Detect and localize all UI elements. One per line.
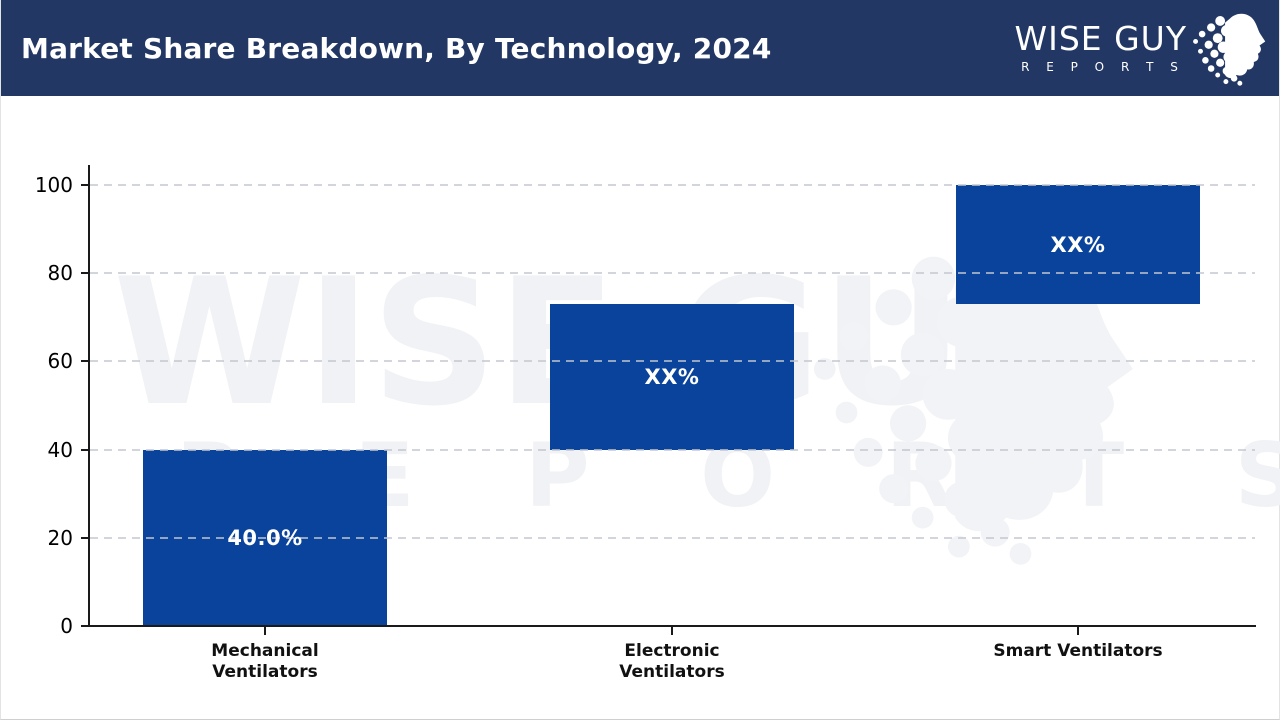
y-tick-label-100: 100 — [34, 173, 73, 197]
y-tick-label-20: 20 — [47, 525, 73, 550]
x-tick-mechanical-ventilators — [264, 627, 266, 635]
x-axis-label-smart-ventilators: Smart Ventilators — [928, 641, 1228, 662]
header-banner: Market Share Breakdown, By Technology, 2… — [1, 0, 1279, 96]
x-axis-label-mechanical-ventilators: Mechanical Ventilators — [115, 641, 415, 683]
y-tick-label-0: 0 — [60, 614, 73, 638]
x-axis-label-line: Ventilators — [212, 662, 318, 682]
bar-value-label-mechanical-ventilators: 40.0% — [227, 525, 303, 550]
gridline-60 — [90, 360, 1255, 363]
chart-title: Market Share Breakdown, By Technology, 2… — [21, 31, 772, 65]
bar-value-label-smart-ventilators: XX% — [1050, 232, 1106, 257]
logo-subtext: R E P O R T S — [1021, 60, 1185, 74]
y-tick-label-80: 80 — [47, 261, 73, 286]
x-axis-line — [88, 625, 1256, 627]
y-tick-20 — [81, 536, 89, 539]
x-axis-label-line: Mechanical — [211, 641, 319, 661]
y-axis-line — [88, 165, 90, 627]
y-tick-80 — [81, 272, 89, 275]
logo-face-icon — [1193, 13, 1266, 86]
gridline-80 — [90, 272, 1255, 275]
bar-value-label-electronic-ventilators: XX% — [644, 364, 700, 389]
y-tick-100 — [81, 184, 89, 186]
y-tick-label-40: 40 — [47, 437, 73, 462]
y-tick-0 — [81, 625, 89, 627]
bar-electronic-ventilators — [550, 304, 794, 450]
y-tick-label-60: 60 — [47, 349, 73, 374]
x-tick-electronic-ventilators — [671, 627, 673, 635]
y-tick-60 — [81, 360, 89, 363]
gridline-20 — [90, 536, 1255, 539]
wise-guy-logo: WISE GUY R E P O R T S — [1014, 6, 1271, 90]
x-axis-label-line: Electronic — [624, 641, 720, 661]
y-tick-40 — [81, 448, 89, 451]
gridline-40 — [90, 448, 1255, 451]
gridline-100 — [90, 184, 1255, 186]
x-tick-smart-ventilators — [1077, 627, 1079, 635]
x-axis-label-line: Smart Ventilators — [993, 641, 1163, 661]
x-axis-label-electronic-ventilators: Electronic Ventilators — [522, 641, 822, 683]
logo-wordmark: WISE GUY — [1014, 19, 1187, 58]
x-axis-label-line: Ventilators — [619, 662, 725, 682]
